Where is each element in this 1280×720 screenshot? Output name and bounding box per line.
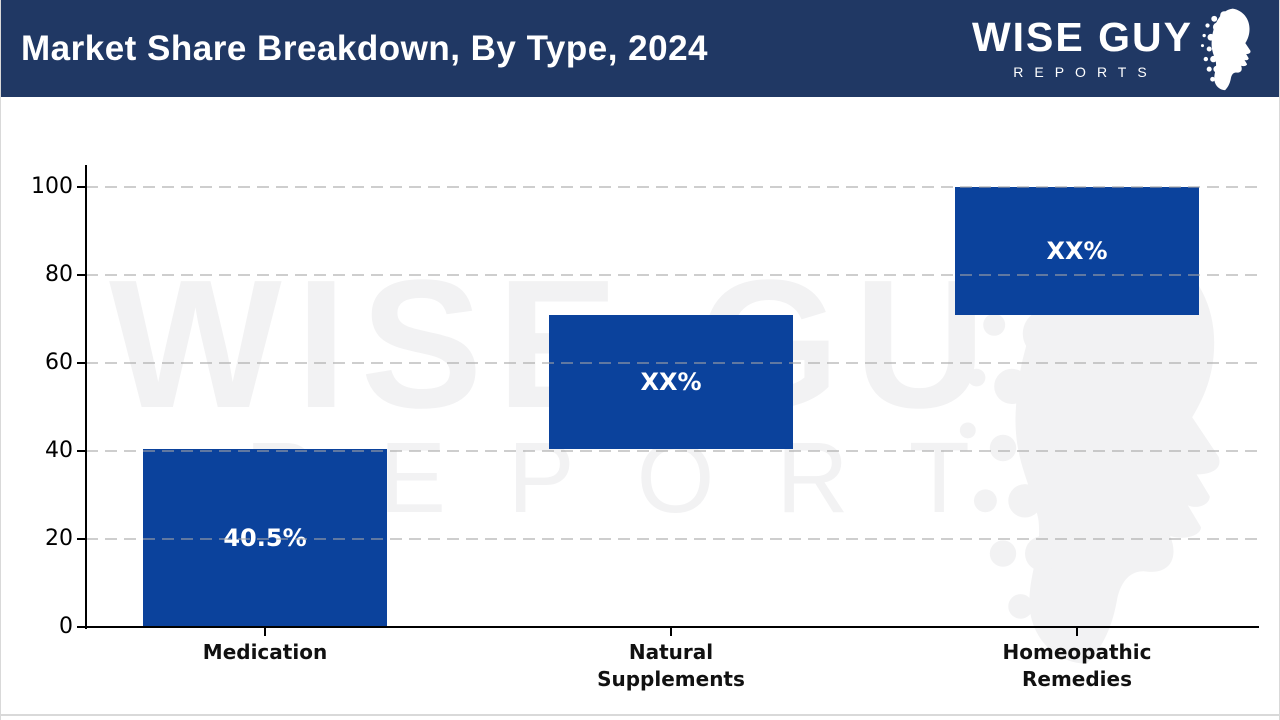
y-tick-label: 100 xyxy=(31,174,73,199)
gridline-60 xyxy=(86,362,1258,364)
brand-name: WISE GUY xyxy=(971,14,1193,60)
y-tick-mark xyxy=(77,186,86,188)
x-axis-line xyxy=(85,626,1259,628)
x-category-label-line: Medication xyxy=(202,640,328,664)
y-tick-mark xyxy=(77,626,86,628)
gridline-40 xyxy=(86,450,1258,452)
bar-value-label: 40.5% xyxy=(223,523,307,552)
x-category-label-line: Natural xyxy=(628,640,714,664)
y-tick-label: 40 xyxy=(45,438,73,463)
bar-homeopathic-remedies: XX% xyxy=(955,187,1199,315)
y-axis-line xyxy=(85,165,87,629)
x-tick-mark xyxy=(1076,628,1078,636)
y-tick-label: 80 xyxy=(45,262,73,287)
x-tick-mark xyxy=(264,628,266,636)
page-title: Market Share Breakdown, By Type, 2024 xyxy=(21,28,709,68)
gridline-80 xyxy=(86,274,1258,276)
brand-text: WISE GUY REPORTS xyxy=(971,14,1193,81)
y-tick-mark xyxy=(77,538,86,540)
bar-value-label: XX% xyxy=(1046,236,1108,265)
bar-value-label: XX% xyxy=(640,367,702,396)
y-tick-label: 20 xyxy=(45,526,73,551)
gridline-100 xyxy=(86,186,1258,188)
x-category-label-line: Homeopathic xyxy=(1002,640,1152,664)
header-band: Market Share Breakdown, By Type, 2024 WI… xyxy=(1,0,1279,97)
x-category-label-line: Supplements xyxy=(597,667,745,691)
x-category-label-3: Homeopathic Remedies xyxy=(947,639,1207,693)
y-tick-label: 60 xyxy=(45,350,73,375)
y-tick-label: 0 xyxy=(59,614,73,639)
x-category-label-line: Remedies xyxy=(1021,667,1132,691)
bar-natural-supplements: XX% xyxy=(549,314,793,449)
y-tick-mark xyxy=(77,362,86,364)
y-tick-mark xyxy=(77,274,86,276)
bottom-border-line xyxy=(1,714,1279,716)
brand-subtitle: REPORTS xyxy=(1013,64,1158,80)
x-category-label-2: Natural Supplements xyxy=(541,639,801,693)
x-category-label-1: Medication xyxy=(135,639,395,666)
bar-medication: 40.5% xyxy=(143,448,387,627)
gridline-20 xyxy=(86,538,1258,540)
brand-logo: WISE GUY REPORTS xyxy=(972,7,1263,91)
face-logo-icon xyxy=(1200,8,1251,90)
y-tick-mark xyxy=(77,450,86,452)
x-tick-mark xyxy=(670,628,672,636)
